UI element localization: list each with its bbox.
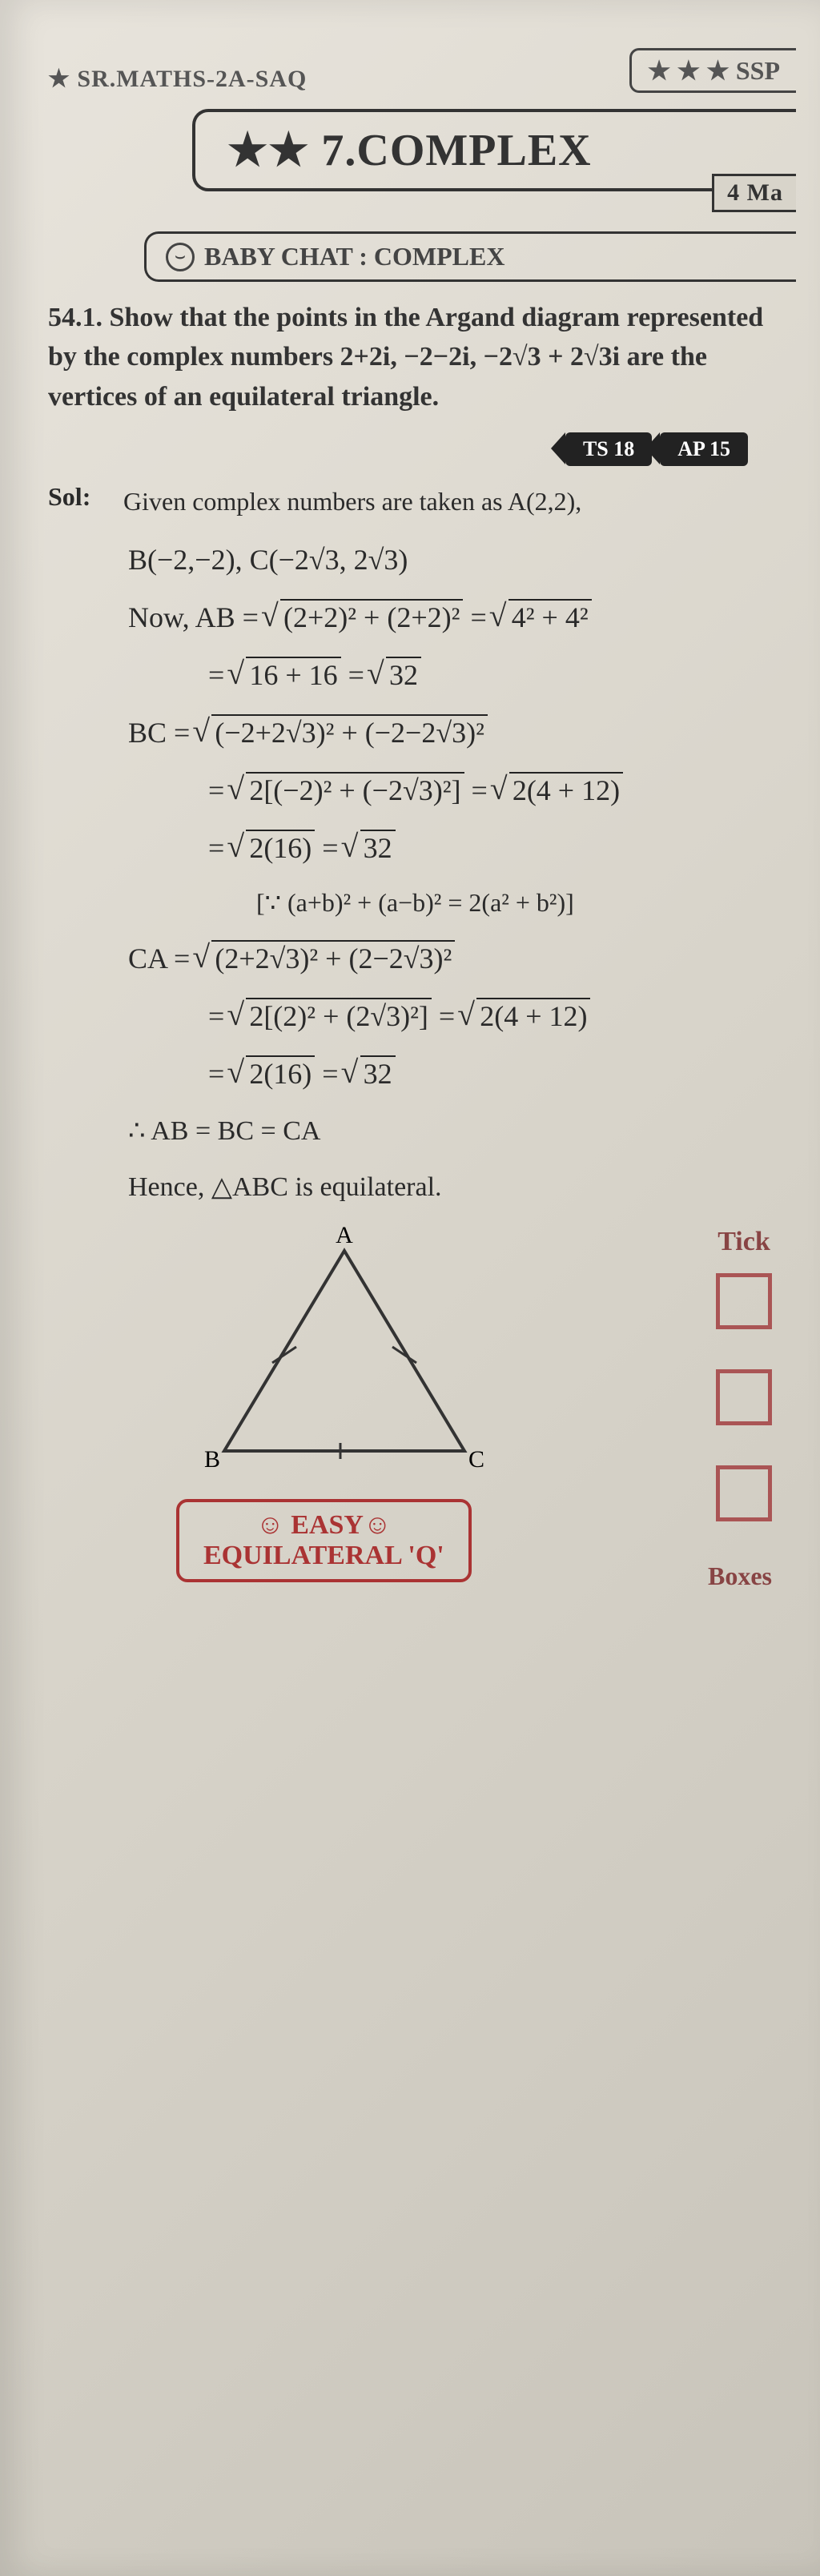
bc-step3: = 2(16) = 32: [208, 830, 796, 865]
bc-lhs: BC =: [128, 717, 190, 749]
triangle-icon: A B C: [192, 1227, 496, 1483]
hence-line: Hence, △ABC is equilateral.: [128, 1171, 796, 1203]
sqrt-icon: (2+2√3)² + (2−2√3)²: [197, 940, 455, 975]
ab-lhs: Now, AB =: [128, 601, 259, 633]
easy-box: ☺ EASY☺ EQUILATERAL 'Q': [176, 1499, 472, 1582]
chapter-title: 7.COMPLEX: [321, 126, 591, 175]
easy-line1: ☺ EASY☺: [203, 1510, 444, 1541]
sol-label: Sol:: [48, 482, 120, 512]
ca-lhs: CA =: [128, 942, 190, 975]
sqrt-icon: 2(4 + 12): [495, 772, 623, 807]
ca-step1: CA = (2+2√3)² + (2−2√3)²: [128, 940, 796, 975]
sqrt-icon: 16 + 16: [231, 657, 340, 692]
tick-box-2[interactable]: [716, 1369, 772, 1425]
question-block: 54.1. Show that the points in the Argand…: [48, 298, 780, 416]
svg-text:C: C: [468, 1446, 484, 1473]
baby-chat-box: ⌣ BABY CHAT : COMPLEX: [144, 231, 796, 282]
ab-step1: Now, AB = (2+2)² + (2+2)² = 4² + 4²: [128, 599, 796, 634]
tick-box-1[interactable]: [716, 1273, 772, 1329]
tick-column: Tick Boxes: [708, 1227, 780, 1591]
badges-row: TS 18 AP 15: [48, 432, 748, 466]
sqrt-icon: 2[(−2)² + (−2√3)²]: [231, 772, 464, 807]
sqrt-icon: 2(16): [231, 830, 315, 865]
points-line: B(−2,−2), C(−2√3, 2√3): [128, 543, 796, 577]
triangle-area: A B C ☺ EASY☺ EQUILATERAL 'Q' Tick Boxes: [48, 1227, 796, 1591]
baby-chat-text: BABY CHAT : COMPLEX: [204, 242, 504, 271]
tick-label: Tick: [708, 1227, 780, 1257]
sqrt-icon: 2(16): [231, 1055, 315, 1091]
solution-block: Sol: Given complex numbers are taken as …: [48, 482, 796, 1203]
svg-text:A: A: [336, 1227, 353, 1248]
bc-step2: = 2[(−2)² + (−2√3)²] = 2(4 + 12): [208, 772, 796, 807]
ab-step2: = 16 + 16 = 32: [208, 657, 796, 692]
identity-note: [∵ (a+b)² + (a−b)² = 2(a² + b²)]: [256, 887, 796, 918]
header-row: ★ SR.MATHS-2A-SAQ ★ ★ ★ SSP: [48, 48, 796, 93]
chapter-box: ★★ 7.COMPLEX 4 Ma: [192, 109, 796, 191]
ca-step2: = 2[(2)² + (2√3)²] = 2(4 + 12): [208, 998, 796, 1033]
ca-step3: = 2(16) = 32: [208, 1055, 796, 1091]
book-tag: ★ SR.MATHS-2A-SAQ: [48, 65, 307, 93]
sqrt-icon: 2[(2)² + (2√3)²]: [231, 998, 432, 1033]
badge-ap: AP 15: [660, 432, 748, 466]
bc-step1: BC = (−2+2√3)² + (−2−2√3)²: [128, 714, 796, 749]
therefore-line: ∴ AB = BC = CA: [128, 1115, 796, 1147]
boxes-label: Boxes: [708, 1561, 772, 1591]
smiley-icon: ⌣: [166, 243, 195, 271]
sqrt-icon: 32: [346, 830, 396, 865]
ssp-tag: ★ ★ ★ SSP: [629, 48, 796, 93]
badge-ts: TS 18: [565, 432, 652, 466]
sqrt-icon: 32: [372, 657, 421, 692]
sqrt-icon: (2+2)² + (2+2)²: [266, 599, 463, 634]
easy-line2: EQUILATERAL 'Q': [203, 1541, 444, 1571]
question-number: 54.1.: [48, 303, 102, 332]
sol-intro: Given complex numbers are taken as A(2,2…: [123, 487, 581, 516]
svg-text:B: B: [204, 1446, 220, 1473]
question-text: Show that the points in the Argand diagr…: [48, 303, 763, 412]
sqrt-icon: (−2+2√3)² + (−2−2√3)²: [197, 714, 488, 749]
page: ★ SR.MATHS-2A-SAQ ★ ★ ★ SSP ★★ 7.COMPLEX…: [0, 0, 820, 2576]
chapter-stars: ★★: [227, 126, 309, 175]
sqrt-icon: 32: [346, 1055, 396, 1091]
sqrt-icon: 4² + 4²: [494, 599, 592, 634]
tick-box-3[interactable]: [716, 1465, 772, 1521]
triangle-figure: A B C ☺ EASY☺ EQUILATERAL 'Q': [48, 1227, 496, 1582]
sqrt-icon: 2(4 + 12): [462, 998, 590, 1033]
marks-tag: 4 Ma: [712, 174, 796, 212]
